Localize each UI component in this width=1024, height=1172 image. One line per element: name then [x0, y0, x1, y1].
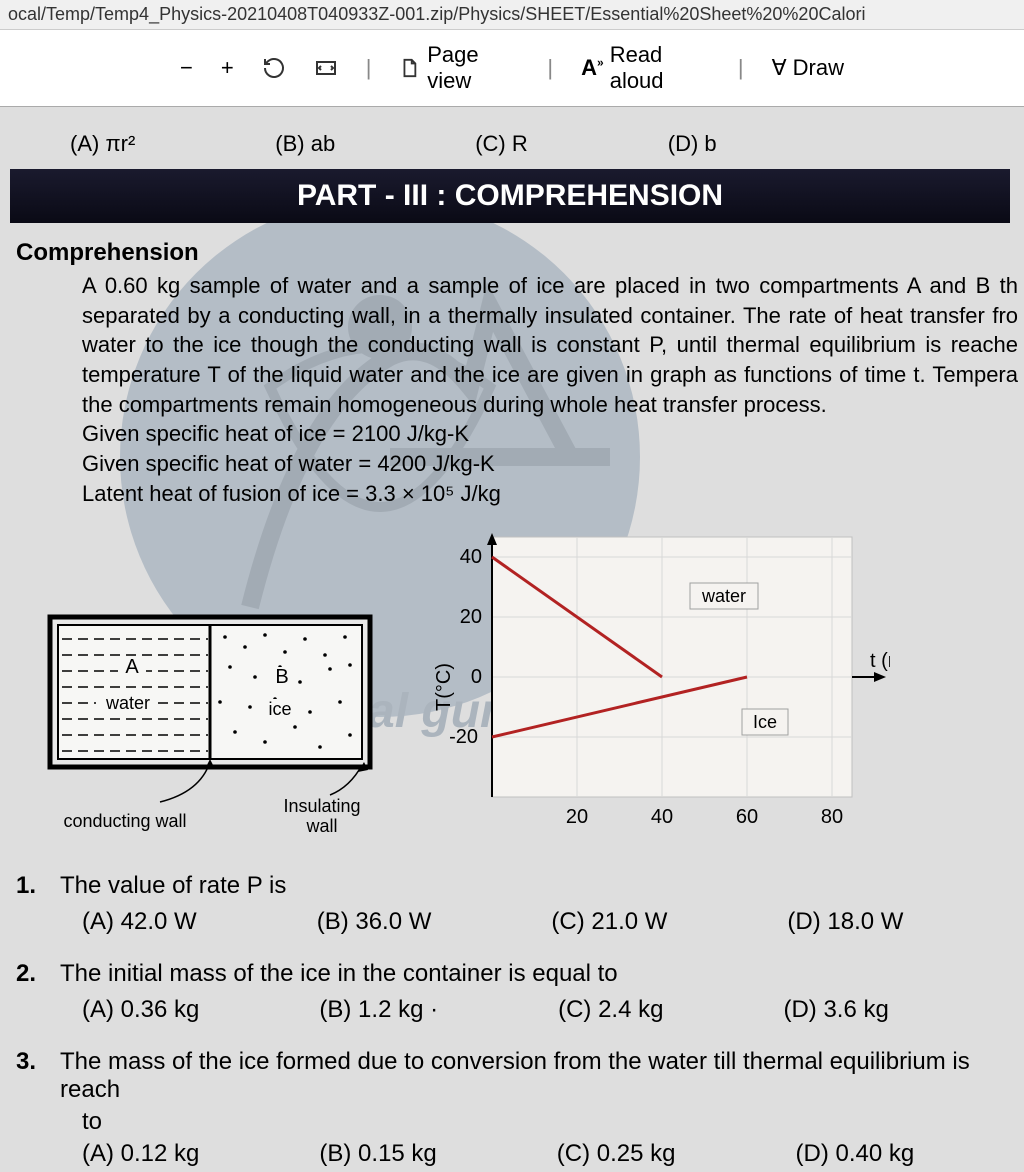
q2-b: (B) 1.2 kg · — [319, 996, 438, 1024]
svg-text:water: water — [701, 586, 746, 606]
q3-d: (D) 0.40 kg — [796, 1140, 915, 1168]
svg-text:ice: ice — [268, 699, 291, 719]
q2-options: (A) 0.36 kg (B) 1.2 kg · (C) 2.4 kg (D) … — [10, 992, 1024, 1028]
given-1: Given specific heat of ice = 2100 J/kg-K — [10, 419, 1024, 449]
svg-text:Insulating: Insulating — [283, 796, 360, 816]
pdf-page: er of real gurus (A) πr² (B) ab (C) R (D… — [0, 107, 1024, 1172]
svg-text:-20: -20 — [449, 726, 478, 748]
fit-icon — [314, 56, 338, 80]
question-1: 1. The value of rate P is — [10, 852, 1024, 904]
svg-text:wall: wall — [305, 816, 337, 836]
q1-num: 1. — [16, 872, 36, 900]
fit-page-button[interactable] — [314, 56, 338, 80]
svg-text:60: 60 — [736, 806, 758, 828]
read-aloud-icon: A» — [581, 55, 604, 81]
q3-b: (B) 0.15 kg — [319, 1140, 436, 1168]
q2-d: (D) 3.6 kg — [783, 996, 888, 1024]
url-bar: ocal/Temp/Temp4_Physics-20210408T040933Z… — [0, 0, 1024, 30]
q2-num: 2. — [16, 960, 36, 988]
question-2: 2. The initial mass of the ice in the co… — [10, 940, 1024, 992]
q1-d: (D) 18.0 W — [787, 908, 903, 936]
q1-a: (A) 42.0 W — [82, 908, 197, 936]
q2-c: (C) 2.4 kg — [558, 996, 663, 1024]
q3-to: to — [10, 1108, 1024, 1136]
given-3: Latent heat of fusion of ice = 3.3 × 10⁵… — [10, 479, 1024, 509]
svg-text:A: A — [125, 656, 139, 678]
previous-question-options: (A) πr² (B) ab (C) R (D) b — [10, 117, 1024, 169]
zoom-in-button[interactable]: + — [221, 55, 234, 81]
svg-text:20: 20 — [566, 806, 588, 828]
page-view-label: Page view — [427, 42, 519, 94]
q1-b: (B) 36.0 W — [317, 908, 432, 936]
q1-text: The value of rate P is — [60, 872, 1018, 900]
draw-label: Draw — [793, 55, 844, 81]
svg-text:40: 40 — [460, 546, 482, 568]
q3-options: (A) 0.12 kg (B) 0.15 kg (C) 0.25 kg (D) … — [10, 1136, 1024, 1172]
rotate-button[interactable] — [262, 56, 286, 80]
zoom-out-button[interactable]: − — [180, 55, 193, 81]
divider: | — [738, 55, 744, 81]
q1-c: (C) 21.0 W — [551, 908, 667, 936]
temperature-chart: 40 20 0 -20 20 40 60 80 water — [430, 527, 890, 842]
q2-text: The initial mass of the ice in the conta… — [60, 960, 1018, 988]
pdf-toolbar: − + | Page view | A» Read aloud | ∀ Draw — [0, 30, 1024, 107]
q2-a: (A) 0.36 kg — [82, 996, 199, 1024]
divider: | — [547, 55, 553, 81]
svg-text:20: 20 — [460, 606, 482, 628]
given-2: Given specific heat of water = 4200 J/kg… — [10, 449, 1024, 479]
svg-text:conducting wall: conducting wall — [63, 811, 186, 831]
q3-c: (C) 0.25 kg — [557, 1140, 676, 1168]
divider: | — [366, 55, 372, 81]
container-diagram: A B water ice conducting wall Insulating… — [40, 607, 400, 852]
draw-button[interactable]: ∀ Draw — [772, 55, 844, 81]
opt-a: (A) πr² — [70, 131, 135, 157]
opt-d: (D) b — [668, 131, 717, 157]
svg-text:80: 80 — [821, 806, 843, 828]
question-3: 3. The mass of the ice formed due to con… — [10, 1028, 1024, 1108]
opt-c: (C) R — [475, 131, 528, 157]
svg-text:Ice: Ice — [753, 712, 777, 732]
q3-a: (A) 0.12 kg — [82, 1140, 199, 1168]
page-view-button[interactable]: Page view — [399, 42, 519, 94]
q3-num: 3. — [16, 1048, 36, 1076]
rotate-icon — [262, 56, 286, 80]
page-icon — [399, 56, 421, 80]
svg-text:T(°C): T(°C) — [433, 663, 455, 711]
q3-text: The mass of the ice formed due to conver… — [60, 1048, 1018, 1104]
comprehension-title: Comprehension — [10, 223, 1024, 271]
section-header: PART - III : COMPREHENSION — [10, 169, 1010, 223]
svg-text:0: 0 — [471, 666, 482, 688]
svg-text:B: B — [275, 666, 288, 688]
svg-text:water: water — [105, 693, 150, 713]
draw-icon: ∀ — [772, 55, 787, 81]
q1-options: (A) 42.0 W (B) 36.0 W (C) 21.0 W (D) 18.… — [10, 904, 1024, 940]
comprehension-para: A 0.60 kg sample of water and a sample o… — [10, 271, 1024, 419]
read-aloud-label: Read aloud — [610, 42, 710, 94]
read-aloud-button[interactable]: A» Read aloud — [581, 42, 710, 94]
svg-text:t (mi: t (mi — [870, 650, 890, 672]
svg-text:40: 40 — [651, 806, 673, 828]
opt-b: (B) ab — [275, 131, 335, 157]
